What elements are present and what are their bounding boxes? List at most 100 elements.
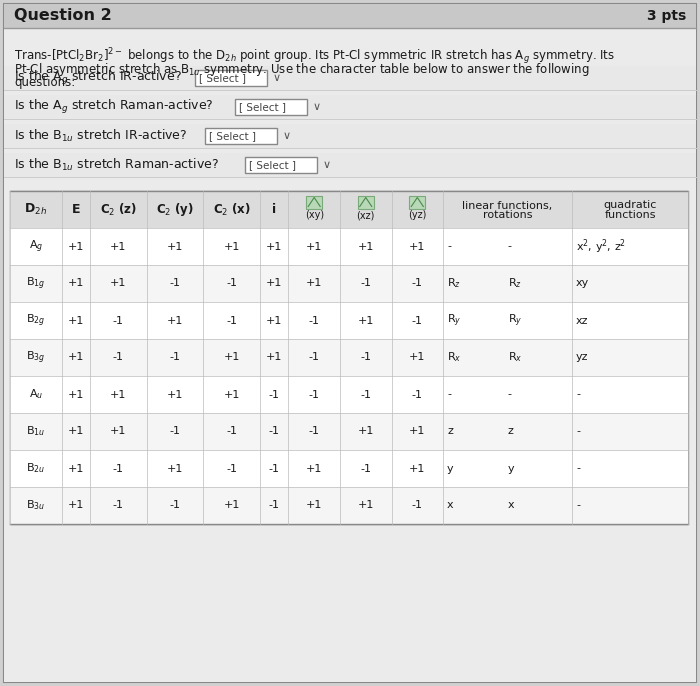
Text: +1: +1	[358, 241, 374, 252]
Text: +1: +1	[306, 501, 323, 510]
Text: (xz): (xz)	[356, 211, 375, 220]
Text: -1: -1	[309, 427, 320, 436]
Text: -1: -1	[360, 390, 371, 399]
Bar	[10, 413, 688, 450]
Bar	[306, 196, 322, 209]
Text: ∨: ∨	[323, 160, 331, 170]
Text: +1: +1	[223, 241, 240, 252]
Bar	[235, 99, 307, 115]
Text: xz: xz	[576, 316, 589, 325]
Text: B$_{2g}$: B$_{2g}$	[26, 312, 46, 329]
Text: D$_{2h}$: D$_{2h}$	[25, 202, 48, 217]
Text: xy: xy	[576, 279, 589, 289]
Text: yz: yz	[576, 353, 589, 362]
Text: -1: -1	[226, 464, 237, 473]
Text: Is the B$_{1u}$ stretch IR-active?: Is the B$_{1u}$ stretch IR-active?	[14, 128, 188, 144]
Text: +1: +1	[306, 241, 323, 252]
Bar	[4, 4, 696, 28]
Text: x$^2$, y$^2$, z$^2$: x$^2$, y$^2$, z$^2$	[576, 237, 626, 256]
Text: Pt-Cl asymmetric stretch as B$_{1u}$ symmetry. Use the character table below to : Pt-Cl asymmetric stretch as B$_{1u}$ sym…	[14, 61, 589, 78]
Text: -1: -1	[360, 464, 371, 473]
Text: z: z	[447, 427, 453, 436]
Text: z: z	[508, 427, 513, 436]
Text: C$_2$ (x): C$_2$ (x)	[213, 202, 251, 217]
Text: +1: +1	[110, 241, 127, 252]
Text: -1: -1	[360, 279, 371, 289]
Text: x: x	[447, 501, 454, 510]
Text: +1: +1	[266, 279, 282, 289]
Text: R$_y$: R$_y$	[447, 312, 461, 329]
Bar	[205, 128, 277, 144]
Text: -: -	[576, 427, 580, 436]
Text: -1: -1	[412, 501, 423, 510]
Text: rotations: rotations	[483, 209, 532, 220]
Text: y: y	[508, 464, 514, 473]
Text: +1: +1	[68, 279, 84, 289]
Text: -1: -1	[113, 464, 124, 473]
Text: -1: -1	[309, 390, 320, 399]
Text: Question 2: Question 2	[14, 8, 112, 23]
Text: R$_z$: R$_z$	[508, 276, 522, 290]
Text: Is the B$_{1u}$ stretch Raman-active?: Is the B$_{1u}$ stretch Raman-active?	[14, 157, 219, 173]
Bar	[4, 95, 696, 119]
Bar	[245, 157, 317, 173]
Bar	[10, 376, 688, 413]
Text: B$_{3u}$: B$_{3u}$	[26, 499, 46, 512]
Text: +1: +1	[266, 316, 282, 325]
Text: y: y	[447, 464, 454, 473]
Text: +1: +1	[223, 353, 240, 362]
Text: -1: -1	[360, 353, 371, 362]
Text: -: -	[576, 464, 580, 473]
Text: +1: +1	[358, 501, 374, 510]
Text: Is the A$_g$ stretch Raman-active?: Is the A$_g$ stretch Raman-active?	[14, 98, 213, 116]
Text: ∨: ∨	[283, 131, 291, 141]
Text: +1: +1	[68, 241, 84, 252]
Text: R$_x$: R$_x$	[447, 351, 461, 364]
Text: R$_x$: R$_x$	[508, 351, 522, 364]
Text: -1: -1	[169, 279, 181, 289]
Text: -: -	[576, 390, 580, 399]
Text: +1: +1	[223, 390, 240, 399]
Text: +1: +1	[110, 279, 127, 289]
Text: +1: +1	[68, 353, 84, 362]
Text: -: -	[576, 501, 580, 510]
Text: -: -	[508, 390, 512, 399]
Bar	[10, 191, 688, 524]
Text: A$_u$: A$_u$	[29, 388, 43, 401]
Text: -: -	[447, 390, 451, 399]
Text: +1: +1	[409, 241, 426, 252]
Text: (yz): (yz)	[408, 211, 426, 220]
Text: ∨: ∨	[273, 73, 281, 83]
Text: Is the A$_g$ stretch IR-active?: Is the A$_g$ stretch IR-active?	[14, 69, 182, 87]
Text: questions:: questions:	[14, 76, 76, 89]
Bar	[4, 153, 696, 177]
Text: +1: +1	[358, 427, 374, 436]
Text: +1: +1	[68, 390, 84, 399]
Text: +1: +1	[306, 279, 323, 289]
Text: -1: -1	[113, 501, 124, 510]
Text: -1: -1	[169, 427, 181, 436]
Text: -1: -1	[169, 501, 181, 510]
Text: +1: +1	[68, 316, 84, 325]
Text: functions: functions	[604, 209, 656, 220]
Text: i: i	[272, 203, 276, 216]
Text: quadratic: quadratic	[603, 200, 657, 211]
Bar	[4, 124, 696, 148]
Text: -1: -1	[226, 427, 237, 436]
Bar	[410, 196, 426, 209]
Text: +1: +1	[223, 501, 240, 510]
Text: +1: +1	[409, 427, 426, 436]
Text: B$_{3g}$: B$_{3g}$	[26, 349, 46, 366]
Text: B$_{2u}$: B$_{2u}$	[26, 462, 46, 475]
Text: R$_z$: R$_z$	[447, 276, 461, 290]
Text: (xy): (xy)	[304, 211, 324, 220]
Text: R$_y$: R$_y$	[508, 312, 522, 329]
Bar	[10, 302, 688, 339]
Text: [ Select ]: [ Select ]	[239, 102, 286, 112]
Text: A$_g$: A$_g$	[29, 238, 43, 255]
Text: -1: -1	[269, 427, 280, 436]
Bar	[358, 196, 374, 209]
Text: +1: +1	[167, 390, 183, 399]
Text: -1: -1	[412, 316, 423, 325]
Text: +1: +1	[110, 390, 127, 399]
